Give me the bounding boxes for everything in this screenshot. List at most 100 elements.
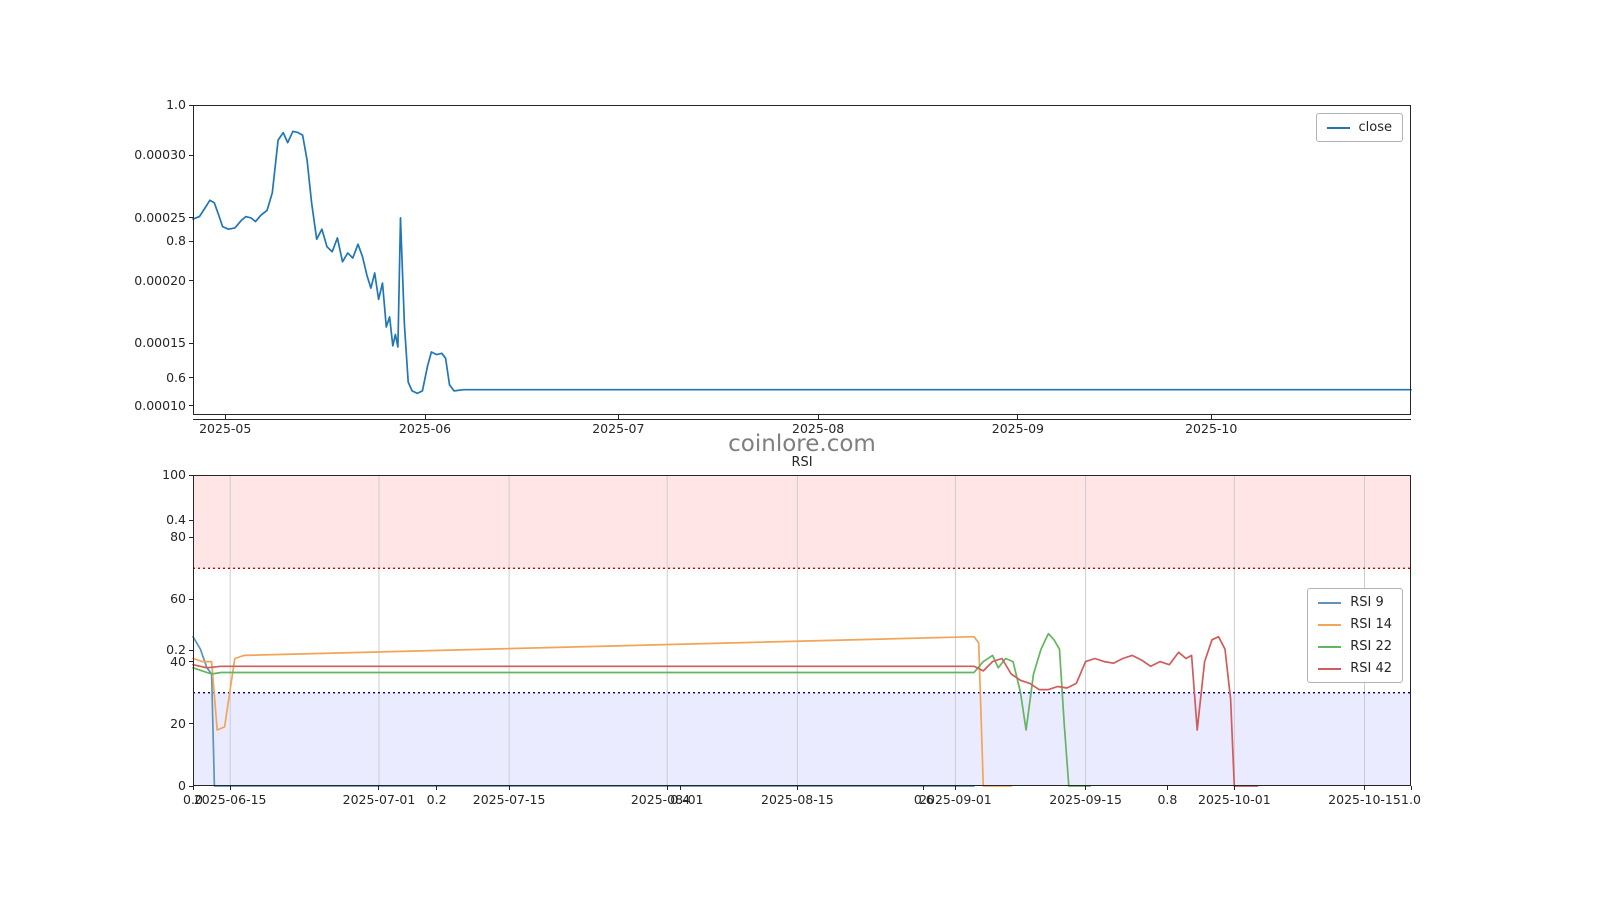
price-legend: close [1315, 113, 1403, 142]
legend-item-rsi-14: RSI 14 [1318, 617, 1392, 632]
tick-mark [189, 536, 193, 538]
tick-label: 2025-06-15 [193, 792, 267, 807]
tick-label: 100 [162, 466, 186, 482]
rsi-9-line-swatch [1318, 601, 1342, 604]
tick-label: 0.8 [1157, 792, 1178, 807]
tick-mark [189, 154, 193, 156]
tick-label: 1.0 [166, 96, 186, 112]
tick-mark [189, 785, 193, 787]
tick-label: 2025-08-15 [761, 792, 834, 807]
tick-mark [1233, 786, 1235, 790]
tick-mark [617, 415, 619, 419]
tick-mark [817, 415, 819, 419]
tick-mark [1410, 786, 1412, 790]
tick-mark [508, 786, 510, 790]
tick-label: 2025-10-15 [1328, 792, 1401, 807]
tick-label: 2025-09-15 [1049, 792, 1122, 807]
tick-label: 0.2 [426, 792, 447, 807]
tick-mark [1085, 786, 1087, 790]
tick-mark [378, 786, 380, 790]
tick-label: 0.00015 [134, 335, 186, 351]
tick-label: 60 [170, 591, 186, 607]
tick-mark [189, 661, 193, 663]
legend-item-rsi-22: RSI 22 [1318, 639, 1392, 654]
tick-mark [189, 723, 193, 725]
rsi-22-line-swatch [1318, 645, 1342, 648]
tick-label: 0 [178, 777, 186, 793]
tick-label: 2025-09-01 [919, 792, 992, 807]
legend-label-rsi-14: RSI 14 [1350, 617, 1392, 632]
tick-mark [189, 405, 193, 407]
close-line-swatch [1326, 126, 1350, 129]
rsi-42-line-swatch [1318, 667, 1342, 670]
tick-label: 0.6 [913, 792, 934, 807]
tick-label: 2025-08 [791, 421, 845, 436]
tick-mark [796, 786, 798, 790]
rsi-chart-title: RSI [791, 455, 813, 470]
tick-mark [436, 786, 438, 790]
tick-mark [1166, 786, 1168, 790]
watermark: coinlore.com [728, 431, 876, 457]
tick-mark [192, 786, 194, 790]
tick-label: 0.4 [166, 511, 186, 527]
tick-mark [189, 104, 193, 106]
tick-mark [923, 786, 925, 790]
tick-mark [1210, 415, 1212, 419]
tick-mark [666, 786, 668, 790]
tick-mark [189, 342, 193, 344]
tick-label: 0.4 [670, 792, 691, 807]
legend-label-rsi-22: RSI 22 [1350, 639, 1392, 654]
rsi-chart-panel: RSI 9 RSI 14 RSI 22 RSI 42 2025-06-15 202… [162, 467, 1421, 807]
legend-item-rsi-42: RSI 42 [1318, 661, 1392, 676]
rsi-42-line [192, 635, 1259, 787]
tick-label: 2025-07 [592, 421, 645, 436]
legend-item-rsi-9: RSI 9 [1318, 595, 1392, 610]
tick-mark [224, 415, 226, 419]
rsi-14-line-swatch [1318, 623, 1342, 626]
price-chart-panel: close 2025-05 2025-06 2025-07 2025-08 2025-0… [134, 97, 1412, 436]
tick-mark [954, 786, 956, 790]
tick-mark [1364, 786, 1365, 790]
legend-label-rsi-9: RSI 9 [1350, 595, 1384, 610]
tick-label: 80 [170, 529, 186, 544]
tick-label: 0.00025 [134, 209, 186, 225]
tick-label: 20 [170, 715, 186, 731]
tick-mark [189, 474, 193, 476]
legend-label-close: close [1358, 120, 1392, 135]
tick-label: 1.0 [1401, 792, 1421, 807]
tick-mark [189, 377, 193, 379]
tick-mark [189, 598, 193, 600]
tick-label: 40 [170, 653, 186, 669]
rsi-legend: RSI 9 RSI 14 RSI 22 RSI 42 [1307, 588, 1403, 683]
rsi-plot-svg [192, 475, 1411, 787]
tick-label: 2025-07-15 [472, 792, 546, 807]
tick-label: 2025-08-01 [630, 792, 704, 807]
tick-mark [189, 217, 193, 219]
tick-mark [189, 519, 193, 521]
price-plot-svg [192, 105, 1412, 415]
tick-label: 2025-07-01 [342, 792, 416, 807]
legend-item-close: close [1326, 120, 1392, 135]
tick-label: 2025-05 [199, 421, 252, 436]
rsi-14-line [192, 635, 1013, 787]
tick-label: 0.0 [183, 792, 203, 807]
tick-label: 0.00010 [134, 397, 186, 413]
tick-label: 0.6 [166, 369, 186, 385]
tick-mark [424, 415, 426, 419]
tick-mark [679, 786, 681, 790]
tick-label: 0.00030 [134, 146, 186, 162]
legend-label-rsi-42: RSI 42 [1350, 661, 1392, 676]
tick-label: 2025-09 [991, 421, 1044, 436]
tick-label: 2025-10-01 [1198, 792, 1271, 807]
tick-label: 0.8 [166, 233, 186, 249]
tick-mark [189, 649, 193, 651]
tick-label: 0.00020 [134, 272, 186, 288]
tick-label: 2025-06 [398, 421, 452, 436]
overlay-axis-spine [193, 419, 1411, 420]
close-line [192, 130, 1412, 395]
tick-label: 2025-10 [1185, 421, 1238, 436]
tick-label: 0.2 [166, 641, 186, 657]
tick-mark [229, 786, 231, 790]
tick-mark [1017, 415, 1019, 419]
